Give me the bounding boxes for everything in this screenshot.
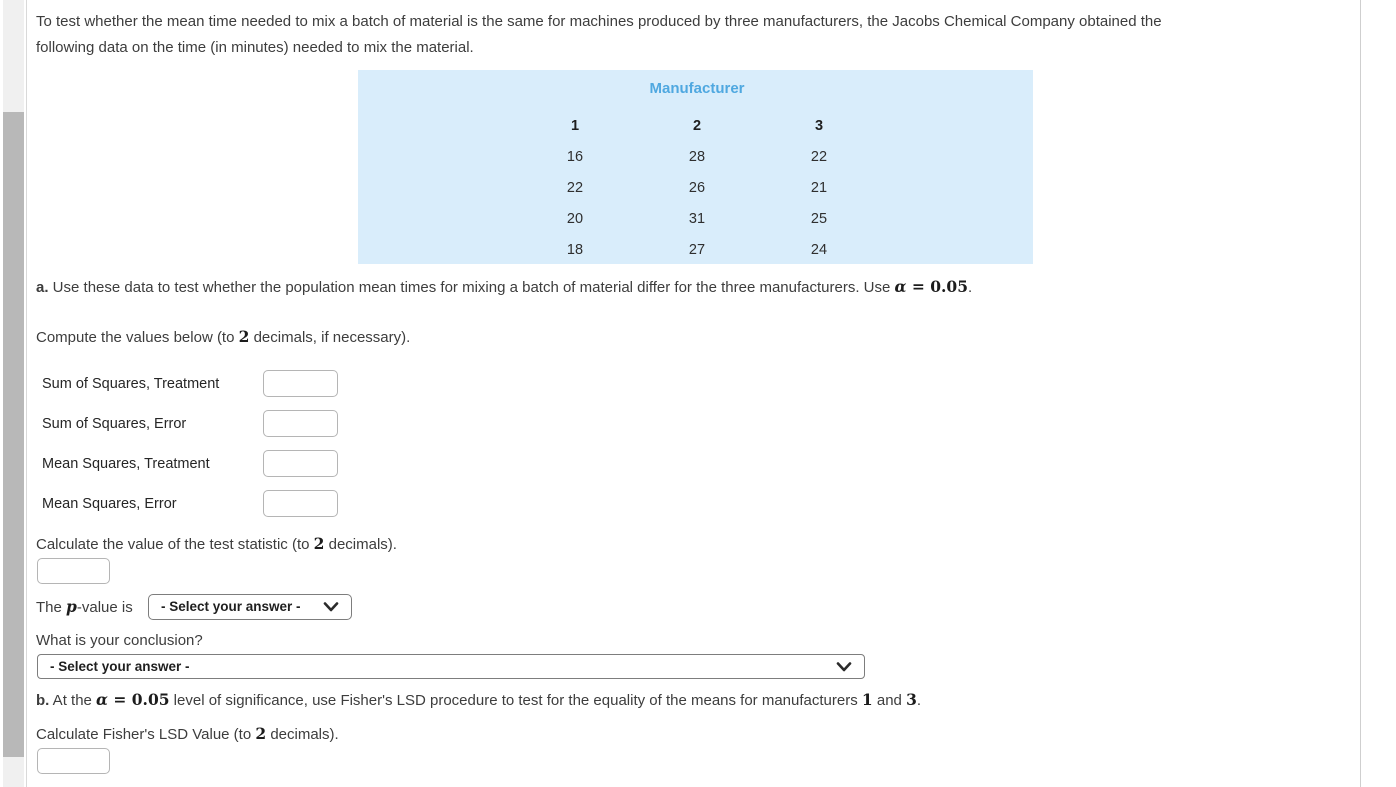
mean-squares-treatment-input[interactable] <box>263 450 338 477</box>
p-value-select-label: - Select your answer - <box>161 599 301 614</box>
column-header: 1 <box>570 118 580 134</box>
table-cell: 22 <box>810 149 828 165</box>
decimals-number: 2 <box>255 724 267 743</box>
table-cell: 20 <box>566 211 584 227</box>
table-header-row: 1 2 3 <box>514 111 880 142</box>
field-label: Sum of Squares, Treatment <box>42 375 220 392</box>
table-cell: 18 <box>566 242 584 258</box>
decimals-number: 2 <box>313 534 325 553</box>
field-row: Mean Squares, Treatment <box>42 450 1360 477</box>
column-header: 2 <box>692 118 702 134</box>
alpha-symbol: α <box>894 277 907 296</box>
conclusion-select-label: - Select your answer - <box>50 659 190 674</box>
table-row: 22 26 21 <box>514 173 880 204</box>
table-cell: 16 <box>566 149 584 165</box>
intro-line-2: following data on the time (in minutes) … <box>36 39 474 56</box>
table-row: 20 31 25 <box>514 204 880 235</box>
lsd-instructions: Calculate Fisher's LSD Value (to 2 decim… <box>36 726 1360 743</box>
p-value-text-after: -value is <box>76 599 133 616</box>
field-row: Mean Squares, Error <box>42 490 1360 517</box>
test-statistic-instructions: Calculate the value of the test statisti… <box>36 536 1360 553</box>
table-cell: 21 <box>810 180 828 196</box>
answer-fields: Sum of Squares, Treatment Sum of Squares… <box>42 370 1360 517</box>
table-cell: 26 <box>688 180 706 196</box>
part-a-period: . <box>967 279 973 296</box>
part-a-text: Use these data to test whether the popul… <box>48 279 895 296</box>
compute-text-before: Compute the values below (to <box>36 329 239 346</box>
p-value-label: The p-value is <box>36 597 148 616</box>
part-b-period: . <box>916 692 922 709</box>
field-row: Sum of Squares, Treatment <box>42 370 1360 397</box>
mean-squares-error-input[interactable] <box>263 490 338 517</box>
sum-squares-treatment-input[interactable] <box>263 370 338 397</box>
manufacturer-one: 1 <box>861 690 873 709</box>
part-a-instructions: a. Use these data to test whether the po… <box>36 279 1360 296</box>
alpha-value: = 0.05 <box>107 690 170 709</box>
table-cell: 27 <box>688 242 706 258</box>
scrollbar-thumb[interactable] <box>3 112 24 757</box>
decimals-number: 2 <box>238 327 250 346</box>
part-b-instructions: b. At the α = 0.05 level of significance… <box>36 692 1360 709</box>
alpha-value: = 0.05 <box>906 277 968 296</box>
p-value-text-before: The <box>36 599 67 616</box>
compute-text-after: decimals, if necessary). <box>249 329 411 346</box>
table-row: 18 27 24 <box>514 235 880 266</box>
manufacturer-three: 3 <box>906 690 917 709</box>
lsd-field <box>37 748 1360 774</box>
problem-intro: To test whether the mean time needed to … <box>36 0 1360 61</box>
conclusion-question: What is your conclusion? <box>36 632 203 649</box>
test-statistic-text-after: decimals). <box>324 536 397 553</box>
table-cell: 25 <box>810 211 828 227</box>
field-label: Mean Squares, Error <box>42 495 177 512</box>
test-statistic-text-before: Calculate the value of the test statisti… <box>36 536 314 553</box>
p-value-select[interactable]: - Select your answer - <box>148 593 352 620</box>
lsd-text-after: decimals). <box>266 726 339 743</box>
test-statistic-field <box>37 558 1360 584</box>
field-label: Mean Squares, Treatment <box>42 455 210 472</box>
test-statistic-input[interactable] <box>37 558 110 584</box>
chevron-down-icon <box>323 601 339 612</box>
fisher-lsd-input[interactable] <box>37 748 110 774</box>
field-label: Sum of Squares, Error <box>42 415 187 432</box>
conclusion-select[interactable]: - Select your answer - <box>37 654 865 679</box>
left-scrollbar[interactable] <box>3 0 24 787</box>
table-cell: 31 <box>688 211 706 227</box>
table-cell: 24 <box>810 242 828 258</box>
part-b-marker: b. <box>36 692 50 709</box>
table-title: Manufacturer <box>649 80 745 97</box>
table-cell: 28 <box>688 149 706 165</box>
p-symbol: p <box>66 597 77 616</box>
part-a-marker: a. <box>36 279 49 296</box>
alpha-symbol: α <box>96 690 108 709</box>
part-b-and: and <box>872 692 907 709</box>
table-cell: 22 <box>566 180 584 196</box>
table-row: 16 28 22 <box>514 142 880 173</box>
p-value-row: The p-value is - Select your answer - <box>36 593 1360 620</box>
lsd-text-before: Calculate Fisher's LSD Value (to <box>36 726 256 743</box>
part-b-text-2: level of significance, use Fisher's LSD … <box>169 692 862 709</box>
column-header: 3 <box>814 118 824 134</box>
sum-squares-error-input[interactable] <box>263 410 338 437</box>
compute-instructions: Compute the values below (to 2 decimals,… <box>36 329 1360 346</box>
field-row: Sum of Squares, Error <box>42 410 1360 437</box>
part-b-text-1: At the <box>49 692 97 709</box>
content-panel: To test whether the mean time needed to … <box>26 0 1361 787</box>
intro-line-1: To test whether the mean time needed to … <box>36 13 1162 30</box>
data-table: Manufacturer 1 2 3 16 28 22 22 26 21 20 … <box>358 70 1033 264</box>
chevron-down-icon <box>836 661 852 672</box>
